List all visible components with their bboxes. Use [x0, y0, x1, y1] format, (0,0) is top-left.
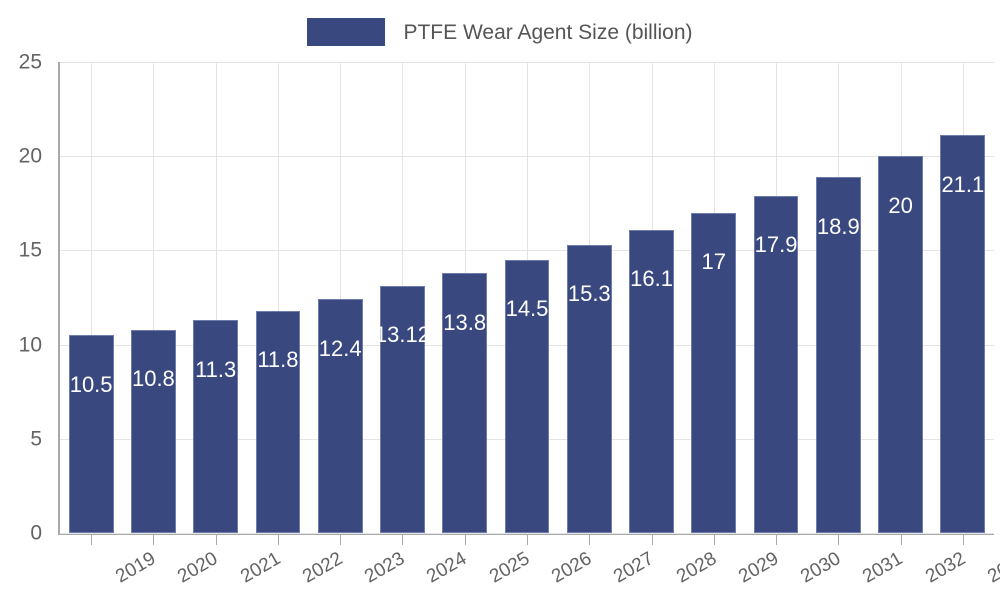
bar[interactable]	[130, 329, 176, 533]
x-axis-tick-label: 2020	[174, 548, 222, 588]
gridline-vertical	[340, 62, 341, 533]
bar[interactable]	[380, 285, 425, 533]
y-axis-tick-label: 20	[18, 144, 42, 168]
x-axis-tick-label: 2029	[734, 548, 783, 588]
x-axis-tick-mark	[901, 535, 902, 545]
x-axis-tick-label: 2030	[797, 548, 845, 588]
bar-value-label: 10.5	[69, 371, 113, 397]
bar[interactable]	[878, 156, 923, 533]
bar[interactable]	[815, 176, 861, 533]
gridline-vertical	[278, 62, 279, 533]
bar-value-label: 11.8	[257, 347, 299, 373]
y-axis-tick-label: 5	[30, 427, 42, 451]
x-axis-tick-label: 2026	[548, 548, 596, 588]
x-axis-tick-label: 2021	[236, 548, 284, 588]
x-axis-tick-label: 2028	[672, 548, 720, 588]
y-axis-tick-label: 10	[18, 333, 42, 357]
x-axis-tick-mark	[714, 535, 715, 545]
x-axis-tick-mark	[153, 535, 154, 545]
bar[interactable]	[255, 310, 301, 533]
bar-value-label: 17	[701, 249, 727, 275]
y-axis-tick-label: 0	[30, 521, 42, 545]
bar-value-label: 21.1	[941, 172, 985, 198]
bar[interactable]	[566, 244, 612, 533]
x-axis-tick-mark	[589, 535, 590, 545]
bar-value-label: 12.4	[318, 336, 362, 361]
x-axis-tick-mark	[465, 535, 466, 545]
bar-value-label: 16.1	[630, 266, 673, 292]
x-axis-tick-label: 2032	[921, 548, 969, 588]
legend-entry[interactable]: PTFE Wear Agent Size (billion)	[307, 18, 693, 46]
bar[interactable]	[753, 195, 799, 533]
bar-value-label: 15.3	[567, 281, 611, 307]
x-axis-tick-label: 2024	[423, 548, 471, 588]
x-axis-tick-label: 2019	[112, 548, 160, 588]
x-axis-tick-mark	[527, 535, 528, 545]
bar-value-label: 11.3	[195, 356, 237, 382]
x-axis-tick-mark	[402, 535, 403, 545]
bar-value-label: 10.8	[131, 366, 175, 392]
x-axis-tick-label: 2031	[859, 548, 907, 588]
y-axis-tick-label: 15	[18, 238, 42, 262]
bar-value-label: 13.12	[374, 322, 430, 348]
bar[interactable]	[504, 259, 550, 533]
bar[interactable]	[317, 299, 363, 533]
chart-legend: PTFE Wear Agent Size (billion)	[0, 14, 1000, 50]
x-axis-tick-mark	[216, 535, 217, 545]
bar-value-label: 18.9	[816, 213, 860, 239]
bar-value-label: 13.8	[443, 309, 487, 335]
legend-label: PTFE Wear Agent Size (billion)	[403, 20, 693, 44]
x-axis-tick-mark	[91, 535, 92, 545]
x-axis-tick-mark	[340, 535, 341, 545]
x-axis-tick-mark	[652, 535, 653, 545]
y-axis-tick-label: 25	[18, 50, 42, 74]
x-axis-tick-label: 2023	[361, 548, 409, 588]
legend-color-swatch	[307, 18, 386, 46]
plot-area: 0 5 10 15 20 25 10.5 2019 10.8 2020 11.3 2021 11.8 20…	[19, 52, 1000, 588]
x-axis-tick-mark	[963, 535, 964, 545]
x-axis-tick-label: 2027	[610, 548, 658, 588]
x-axis-tick-label: 2033	[984, 548, 1000, 588]
gridline-horizontal	[60, 533, 994, 534]
gridline-vertical	[216, 62, 217, 533]
gridline-vertical	[153, 62, 154, 533]
bar-value-label: 20	[888, 192, 913, 218]
bar[interactable]	[442, 273, 488, 533]
bar[interactable]	[193, 320, 239, 533]
x-axis-tick-mark	[278, 535, 279, 545]
gridline-vertical	[91, 62, 92, 533]
x-axis-tick-mark	[776, 535, 777, 545]
bar[interactable]	[691, 212, 737, 533]
bar-value-label: 14.5	[505, 296, 549, 322]
bar[interactable]	[68, 335, 114, 533]
bar[interactable]	[940, 135, 986, 533]
x-axis-tick-label: 2022	[299, 548, 347, 588]
x-axis-tick-label: 2025	[485, 548, 533, 588]
bar-value-label: 17.9	[754, 232, 798, 258]
bar[interactable]	[629, 229, 674, 533]
x-axis-tick-mark	[838, 535, 839, 545]
